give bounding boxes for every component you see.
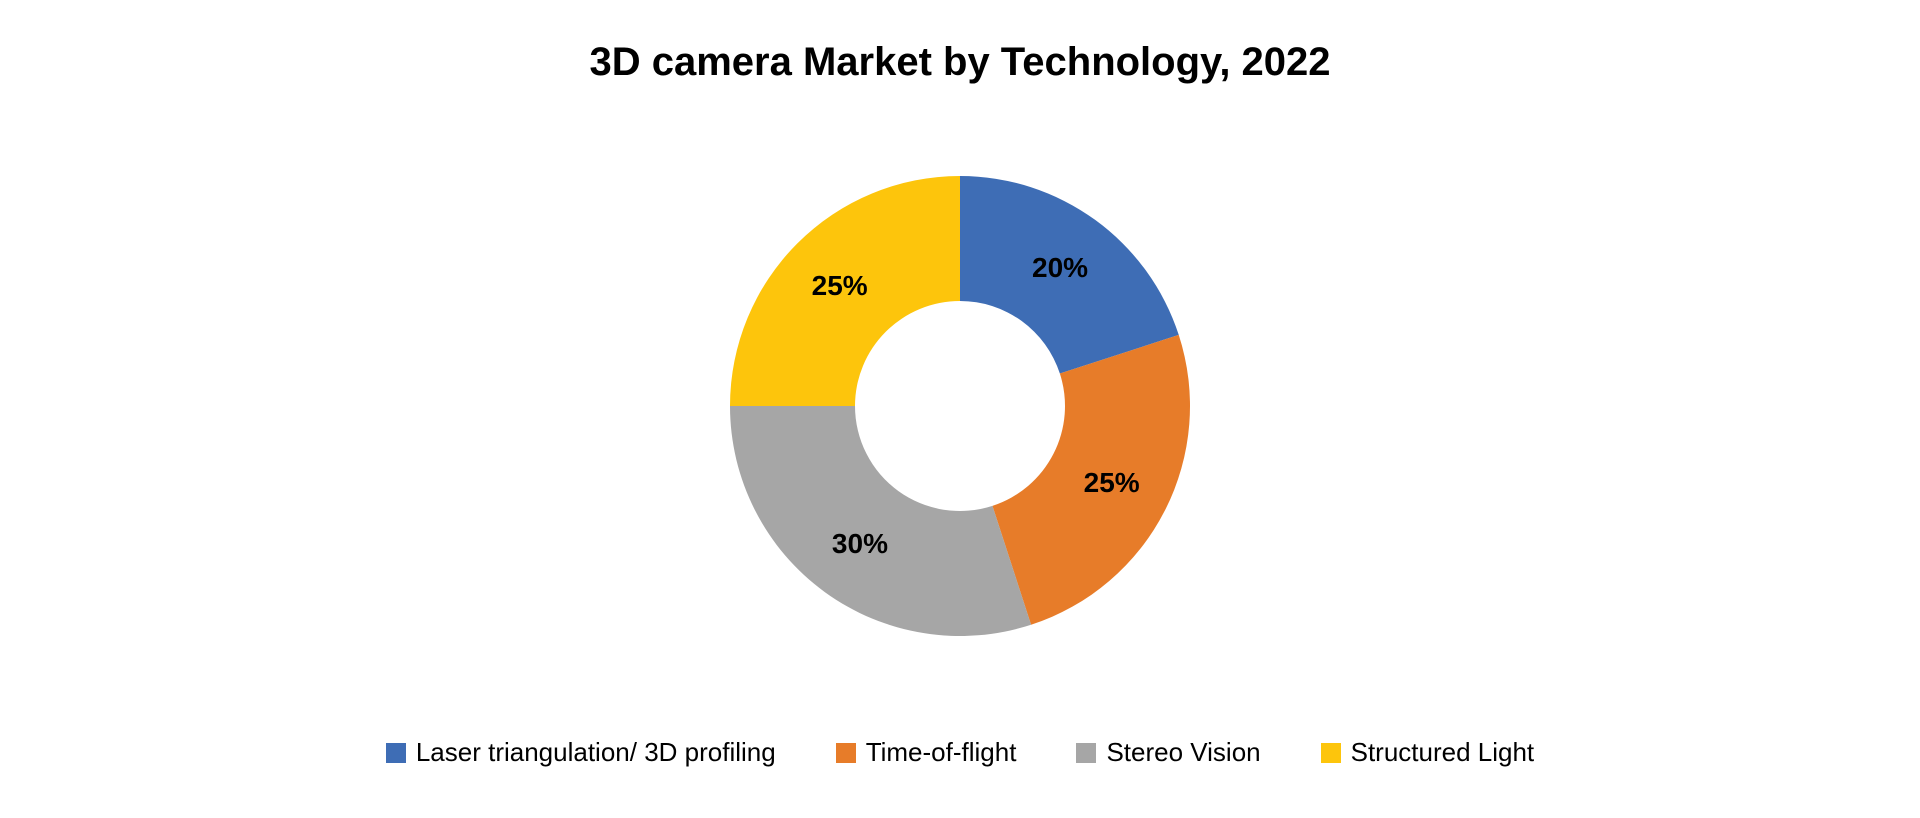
slice-label: 25% [812,270,868,302]
donut-chart: 20% 25% 30% 25% [730,176,1190,636]
legend-item: Stereo Vision [1076,737,1260,768]
legend-swatch [836,743,856,763]
slice-label: 30% [832,528,888,560]
chart-area: 20% 25% 30% 25% [0,85,1920,727]
legend-label: Stereo Vision [1106,737,1260,768]
chart-container: 3D camera Market by Technology, 2022 20%… [0,0,1920,818]
legend-label: Laser triangulation/ 3D profiling [416,737,776,768]
chart-title: 3D camera Market by Technology, 2022 [589,40,1330,85]
legend-swatch [386,743,406,763]
legend-swatch [1321,743,1341,763]
legend-label: Structured Light [1351,737,1535,768]
slice-label: 20% [1032,252,1088,284]
legend-label: Time-of-flight [866,737,1017,768]
donut-slice [730,406,1031,636]
legend-swatch [1076,743,1096,763]
legend: Laser triangulation/ 3D profiling Time-of… [386,727,1534,818]
donut-svg [730,176,1190,636]
slice-label: 25% [1084,467,1140,499]
legend-item: Time-of-flight [836,737,1017,768]
legend-item: Structured Light [1321,737,1535,768]
legend-item: Laser triangulation/ 3D profiling [386,737,776,768]
